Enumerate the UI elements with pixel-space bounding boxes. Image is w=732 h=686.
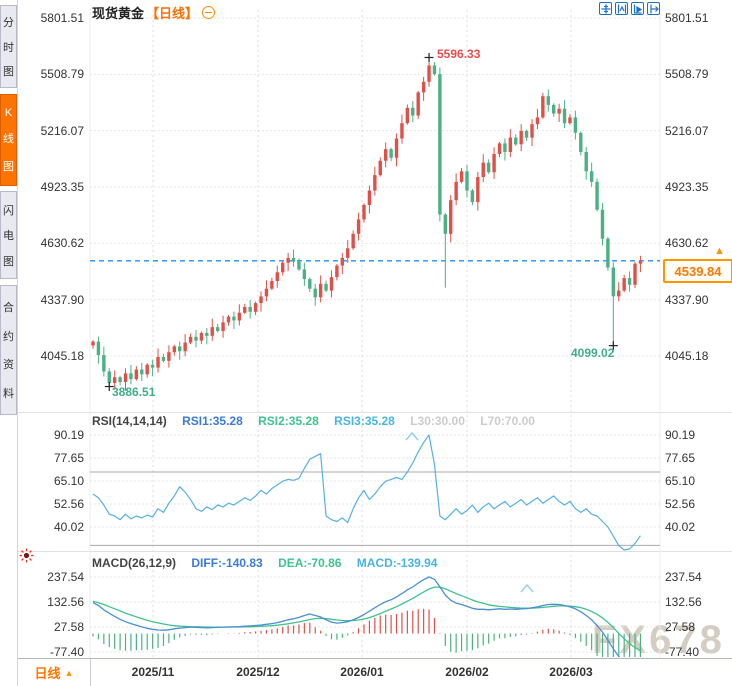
early-low-annotation: 3886.51 xyxy=(112,385,156,399)
price-up-arrow-icon: ▲ xyxy=(714,245,725,257)
rsi-axis-label: 90.19 xyxy=(665,428,696,442)
rsi-l70-level: L70:70.00 xyxy=(480,414,535,428)
sidebar-tab-char: 线 xyxy=(3,133,14,145)
current-price-tag: 4539.84 xyxy=(663,259,732,283)
sidebar-tab-kline-chart[interactable]: K 线图 xyxy=(0,94,17,186)
macd-axis-label: 132.56 xyxy=(47,595,84,609)
collapse-minus-icon[interactable] xyxy=(202,6,216,19)
sidebar-tab-time-chart[interactable]: 分时图 xyxy=(0,5,17,88)
symbol-name: 现货黄金 xyxy=(92,6,145,21)
rsi-axis-label: 52.56 xyxy=(665,497,696,511)
x-axis-date-label: 2026/03 xyxy=(549,665,593,679)
sidebar-tab-char: 合 xyxy=(3,301,14,314)
sidebar-tab-char: 分 xyxy=(3,17,14,30)
price-axis-label: 5216.07 xyxy=(665,123,709,138)
sidebar-tab-lightning-chart[interactable]: 闪电图 xyxy=(0,191,17,279)
macd-axis-label: 27.58 xyxy=(665,620,696,634)
price-axis-label: 5801.51 xyxy=(665,11,709,25)
rsi-axis-label: 40.02 xyxy=(665,520,696,534)
price-axis-label: 4337.90 xyxy=(40,292,84,307)
macd-dea-value: DEA:-70.86 xyxy=(278,556,342,570)
rsi-axis-label: 65.10 xyxy=(53,474,84,488)
y-axis-scale-icon[interactable] xyxy=(615,2,628,15)
macd-axis-label: -77.40 xyxy=(665,645,700,659)
pan-tool-icon[interactable] xyxy=(599,2,612,15)
sidebar-tab-char: 图 xyxy=(3,160,14,173)
period-selector-label: 日线 xyxy=(34,666,61,681)
jump-to-latest-icon[interactable] xyxy=(647,2,660,15)
x-axis-date-label: 2026/02 xyxy=(445,665,489,679)
x-axis-date-label: 2025/12 xyxy=(236,665,280,679)
sidebar-tab-char: 闪 xyxy=(3,204,14,217)
macd-value: MACD:-139.94 xyxy=(356,556,438,570)
macd-header: MACD(26,12,9) DIFF:-140.83 DEA:-70.86 MA… xyxy=(92,556,449,570)
sidebar-tab-char: 电 xyxy=(3,230,14,242)
period-selector-button[interactable]: 日线 ▲ xyxy=(18,659,91,686)
x-axis-date-label: 2025/11 xyxy=(131,665,175,679)
rsi-indicator-name: RSI(14,14,14) xyxy=(92,414,167,428)
macd-axis-label: -77.40 xyxy=(49,645,84,659)
price-axis-label: 4923.35 xyxy=(665,179,709,194)
price-axis-label: 4045.18 xyxy=(665,349,709,363)
macd-axis-label: 132.56 xyxy=(665,595,702,609)
sidebar-tab-char: 资 xyxy=(3,359,14,372)
sidebar-tab-char: 图 xyxy=(3,255,14,268)
sidebar-tab-contract-info[interactable]: 合约资料 xyxy=(0,285,17,415)
rsi-axis-label: 65.10 xyxy=(665,474,696,488)
period-tag: 【日线】 xyxy=(146,6,199,21)
time-axis: 日线 ▲ 2025/11 2025/12 2026/01 2026/02 2026/03 xyxy=(18,658,732,686)
price-axis-label: 4337.90 xyxy=(665,292,709,307)
high-price-annotation: 5596.33 xyxy=(437,47,481,61)
sidebar-tab-char: 约 xyxy=(3,330,14,343)
rsi-axis-label: 52.56 xyxy=(53,497,84,511)
price-axis-label: 5216.07 xyxy=(40,123,84,138)
rsi3-value: RSI3:35.28 xyxy=(334,414,395,428)
sidebar-tab-char: 图 xyxy=(3,65,14,78)
macd-indicator-name: MACD(26,12,9) xyxy=(92,556,177,570)
macd-axis-label: 237.54 xyxy=(47,570,84,584)
rsi-axis-label: 40.02 xyxy=(53,520,84,534)
x-axis-date-label: 2026/01 xyxy=(340,665,384,679)
rsi-l30-level: L30:30.00 xyxy=(410,414,465,428)
rsi1-value: RSI1:35.28 xyxy=(182,414,243,428)
price-axis-label: 5508.79 xyxy=(40,67,84,82)
x-axis-scale-icon[interactable] xyxy=(631,2,644,15)
low-price-annotation: 4099.02 xyxy=(571,346,615,360)
price-axis-label: 4045.18 xyxy=(40,349,84,363)
macd-axis-label: 27.58 xyxy=(53,620,84,634)
price-axis-label: 5801.51 xyxy=(40,11,84,25)
price-axis-label: 4630.62 xyxy=(665,236,709,251)
period-dropdown-arrow-icon: ▲ xyxy=(64,667,74,678)
rsi-axis-label: 77.65 xyxy=(665,450,696,465)
sidebar-tab-char: 时 xyxy=(3,41,14,54)
rsi-axis-label: 90.19 xyxy=(53,428,84,442)
price-axis-label: 4630.62 xyxy=(40,236,84,251)
rsi2-value: RSI2:35.28 xyxy=(258,414,319,428)
indicator-settings-icon[interactable] xyxy=(19,548,34,563)
rsi-axis-label: 77.65 xyxy=(53,450,84,465)
price-axis-label: 5508.79 xyxy=(665,67,709,82)
macd-axis-label: 237.54 xyxy=(665,570,702,584)
price-axis-label: 4923.35 xyxy=(40,179,84,194)
chart-title: 现货黄金 【日线】 xyxy=(92,3,216,22)
sidebar-tab-char: 料 xyxy=(3,388,14,401)
macd-diff-value: DIFF:-140.83 xyxy=(191,556,263,570)
rsi-header: RSI(14,14,14) RSI1:35.28 RSI2:35.28 RSI3… xyxy=(92,414,547,428)
sidebar-tab-char: K xyxy=(4,106,13,119)
chart-toolbar xyxy=(599,2,660,15)
